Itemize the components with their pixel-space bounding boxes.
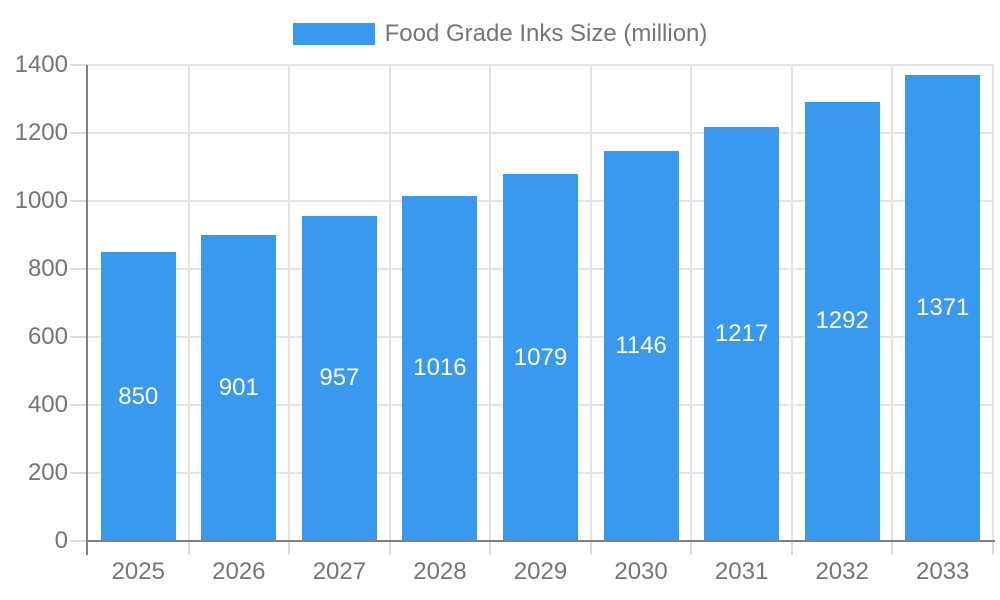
x-tick: [187, 541, 190, 555]
x-tick: [992, 541, 994, 555]
v-gridline: [489, 65, 492, 541]
y-tick: [70, 268, 88, 270]
x-tick: [288, 541, 291, 555]
bar[interactable]: 1371: [905, 74, 981, 541]
bar[interactable]: 850: [100, 252, 176, 541]
bar-value-label: 957: [319, 364, 360, 392]
y-tick: [70, 132, 88, 134]
bar-value-label: 1146: [615, 332, 667, 360]
bar[interactable]: 1217: [704, 127, 780, 541]
y-axis-label: 1000: [14, 187, 68, 214]
legend[interactable]: Food Grade Inks Size (million): [0, 20, 1000, 48]
h-gridline: [88, 64, 993, 66]
legend-label: Food Grade Inks Size (million): [384, 20, 708, 47]
bar-value-label: 1371: [916, 293, 970, 321]
bar-value-label: 901: [218, 373, 259, 401]
y-axis-label: 0: [54, 527, 68, 554]
v-gridline: [992, 65, 994, 541]
y-tick: [70, 64, 88, 66]
bar-value-label: 1079: [513, 343, 568, 371]
y-axis-label: 1200: [14, 119, 68, 146]
v-gridline: [589, 65, 592, 541]
x-tick: [891, 541, 894, 555]
x-tick: [388, 541, 391, 555]
x-axis-label: 2025: [111, 558, 165, 585]
y-axis-label: 600: [27, 323, 68, 350]
y-tick: [70, 472, 88, 474]
y-axis-label: 1400: [14, 51, 68, 78]
y-axis-line: [86, 65, 88, 555]
y-tick: [70, 404, 88, 406]
y-axis-label: 400: [27, 391, 68, 418]
v-gridline: [891, 65, 894, 541]
legend-swatch-icon: [292, 23, 375, 45]
v-gridline: [187, 65, 190, 541]
bar[interactable]: 1016: [402, 195, 478, 541]
v-gridline: [288, 65, 291, 541]
x-axis-label: 2027: [312, 558, 367, 585]
bar-value-label: 1292: [815, 307, 869, 335]
x-tick: [690, 541, 693, 555]
bar[interactable]: 957: [301, 215, 377, 541]
bar[interactable]: 1292: [804, 101, 880, 541]
x-tick: [489, 541, 492, 555]
y-axis-label: 200: [27, 459, 68, 486]
x-axis-label: 2033: [916, 558, 970, 585]
x-axis-label: 2030: [614, 558, 668, 585]
y-axis-label: 800: [27, 255, 68, 282]
h-gridline: [88, 132, 993, 134]
bar-value-label: 1016: [413, 354, 467, 382]
y-tick: [70, 540, 88, 542]
bar[interactable]: 1079: [503, 174, 578, 541]
x-axis-label: 2029: [513, 558, 568, 585]
x-axis-label: 2032: [815, 558, 869, 585]
bar[interactable]: 1146: [603, 151, 679, 541]
bar-value-label: 850: [118, 382, 159, 410]
x-tick: [589, 541, 592, 555]
plot-area: 850 901 957 1016 1079 1146 1217 1292 1371 0 200 400…: [15, 51, 995, 585]
bar[interactable]: 901: [201, 234, 277, 541]
x-tick: [790, 541, 793, 555]
v-gridline: [690, 65, 693, 541]
v-gridline: [388, 65, 391, 541]
v-gridline: [790, 65, 793, 541]
y-tick: [70, 336, 88, 338]
bar-value-label: 1217: [714, 320, 769, 348]
x-axis-label: 2028: [413, 558, 467, 585]
y-tick: [70, 200, 88, 202]
x-axis-line: [86, 540, 995, 542]
x-axis-label: 2031: [714, 558, 769, 585]
x-axis-label: 2026: [212, 558, 266, 585]
